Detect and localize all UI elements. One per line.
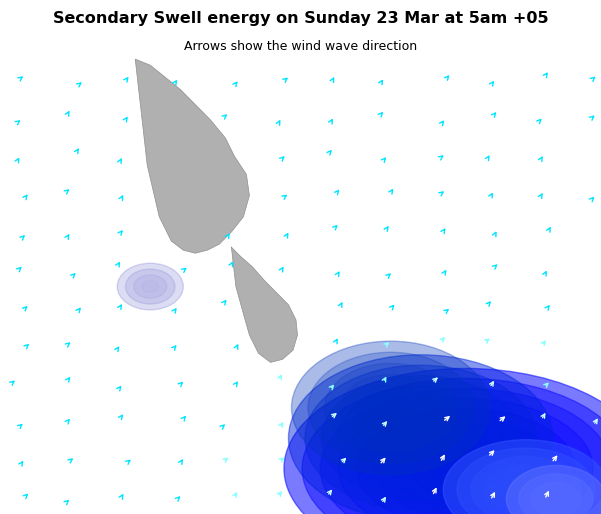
Ellipse shape (375, 418, 557, 514)
Ellipse shape (341, 375, 441, 441)
Ellipse shape (325, 363, 457, 452)
Ellipse shape (322, 376, 520, 501)
Ellipse shape (411, 438, 520, 499)
Ellipse shape (308, 352, 474, 464)
Ellipse shape (338, 398, 593, 514)
Ellipse shape (519, 474, 593, 514)
Ellipse shape (531, 482, 581, 514)
Ellipse shape (320, 389, 601, 514)
Ellipse shape (498, 473, 554, 506)
Ellipse shape (471, 456, 581, 514)
Text: Secondary Swell energy on Sunday 23 Mar at 5am +05: Secondary Swell energy on Sunday 23 Mar … (53, 11, 548, 26)
Ellipse shape (393, 429, 538, 508)
Ellipse shape (302, 378, 601, 514)
Ellipse shape (355, 396, 487, 480)
Ellipse shape (543, 490, 569, 507)
Ellipse shape (117, 263, 183, 310)
Text: Arrows show the wind wave direction: Arrows show the wind wave direction (184, 40, 417, 52)
Ellipse shape (443, 439, 601, 514)
Ellipse shape (507, 466, 601, 514)
Ellipse shape (371, 407, 471, 469)
Ellipse shape (338, 386, 504, 490)
Ellipse shape (388, 417, 454, 459)
Ellipse shape (291, 341, 490, 474)
Polygon shape (231, 247, 297, 362)
Ellipse shape (305, 365, 537, 511)
Ellipse shape (358, 386, 424, 430)
Ellipse shape (288, 355, 553, 514)
Ellipse shape (284, 369, 601, 514)
Ellipse shape (357, 409, 575, 514)
Ellipse shape (126, 269, 175, 304)
Ellipse shape (457, 448, 595, 514)
Polygon shape (135, 59, 249, 253)
Ellipse shape (484, 465, 567, 514)
